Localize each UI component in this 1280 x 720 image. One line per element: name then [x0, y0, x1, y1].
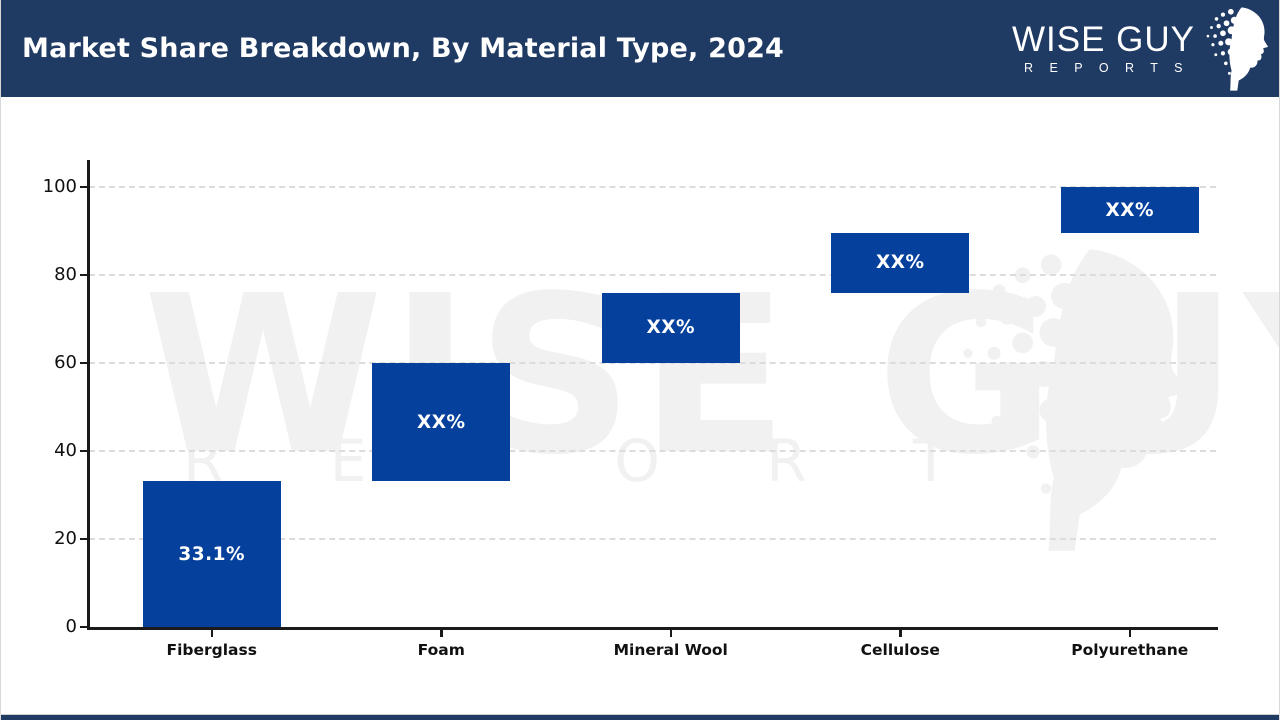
category-label-5: Polyurethane: [1071, 641, 1189, 659]
x-tick-mark-1: [210, 630, 213, 637]
brand-face-icon: [1206, 6, 1269, 91]
bar-value-label: 33.1%: [178, 543, 246, 565]
chart-title: Market Share Breakdown, By Material Type…: [22, 33, 785, 64]
y-tick-label-0: 0: [65, 616, 77, 637]
gridline-100: [89, 186, 1216, 188]
gridline-40: [89, 450, 1216, 452]
y-tick-label-60: 60: [54, 352, 77, 373]
bar-value-label: XX%: [875, 252, 925, 274]
watermark-subtitle: R E P O R T S: [183, 427, 1136, 495]
y-tick-mark-40: [80, 449, 88, 453]
bar-value-label: XX%: [416, 411, 466, 433]
bar-polyurethane: XX%: [1060, 187, 1199, 234]
bar-value-label: XX%: [646, 317, 696, 339]
brand-name-text: WISE GUY: [1011, 20, 1195, 59]
y-tick-label-80: 80: [54, 264, 77, 285]
gridline-20: [89, 538, 1216, 540]
y-tick-mark-60: [80, 361, 88, 365]
x-axis-line: [87, 627, 1218, 630]
header-band: Market Share Breakdown, By Material Type…: [1, 0, 1279, 97]
category-label-2: Foam: [417, 641, 465, 659]
x-tick-mark-5: [1128, 630, 1131, 637]
x-tick-mark-3: [669, 630, 672, 637]
gridline-80: [89, 274, 1216, 276]
y-tick-label-20: 20: [54, 528, 77, 549]
gridline-60: [89, 362, 1216, 364]
y-tick-mark-0: [80, 625, 88, 629]
y-tick-mark-100: [80, 185, 88, 189]
y-tick-mark-80: [80, 273, 88, 277]
y-tick-label-100: 100: [42, 176, 77, 197]
category-label-3: Mineral Wool: [613, 641, 728, 659]
brand-logo: WISE GUY R E P O R T S: [1012, 6, 1269, 92]
bar-foam: XX%: [372, 363, 511, 482]
bar-cellulose: XX%: [831, 233, 970, 293]
watermark-face-icon: [963, 249, 1187, 551]
footer-band: [1, 714, 1279, 720]
brand-subtitle-text: R E P O R T S: [1023, 61, 1190, 75]
category-label-1: Fiberglass: [166, 641, 257, 659]
category-label-4: Cellulose: [860, 641, 940, 659]
y-tick-mark-20: [80, 537, 88, 541]
bar-mineral-wool: XX%: [601, 292, 740, 363]
bar-value-label: XX%: [1105, 199, 1155, 221]
x-tick-mark-4: [899, 630, 902, 637]
bar-fiberglass: 33.1%: [142, 481, 281, 627]
x-tick-mark-2: [440, 630, 443, 637]
y-axis-line: [87, 160, 90, 629]
y-tick-label-40: 40: [54, 440, 77, 461]
brand-wordmark: WISE GUY R E P O R T S: [1012, 22, 1195, 75]
